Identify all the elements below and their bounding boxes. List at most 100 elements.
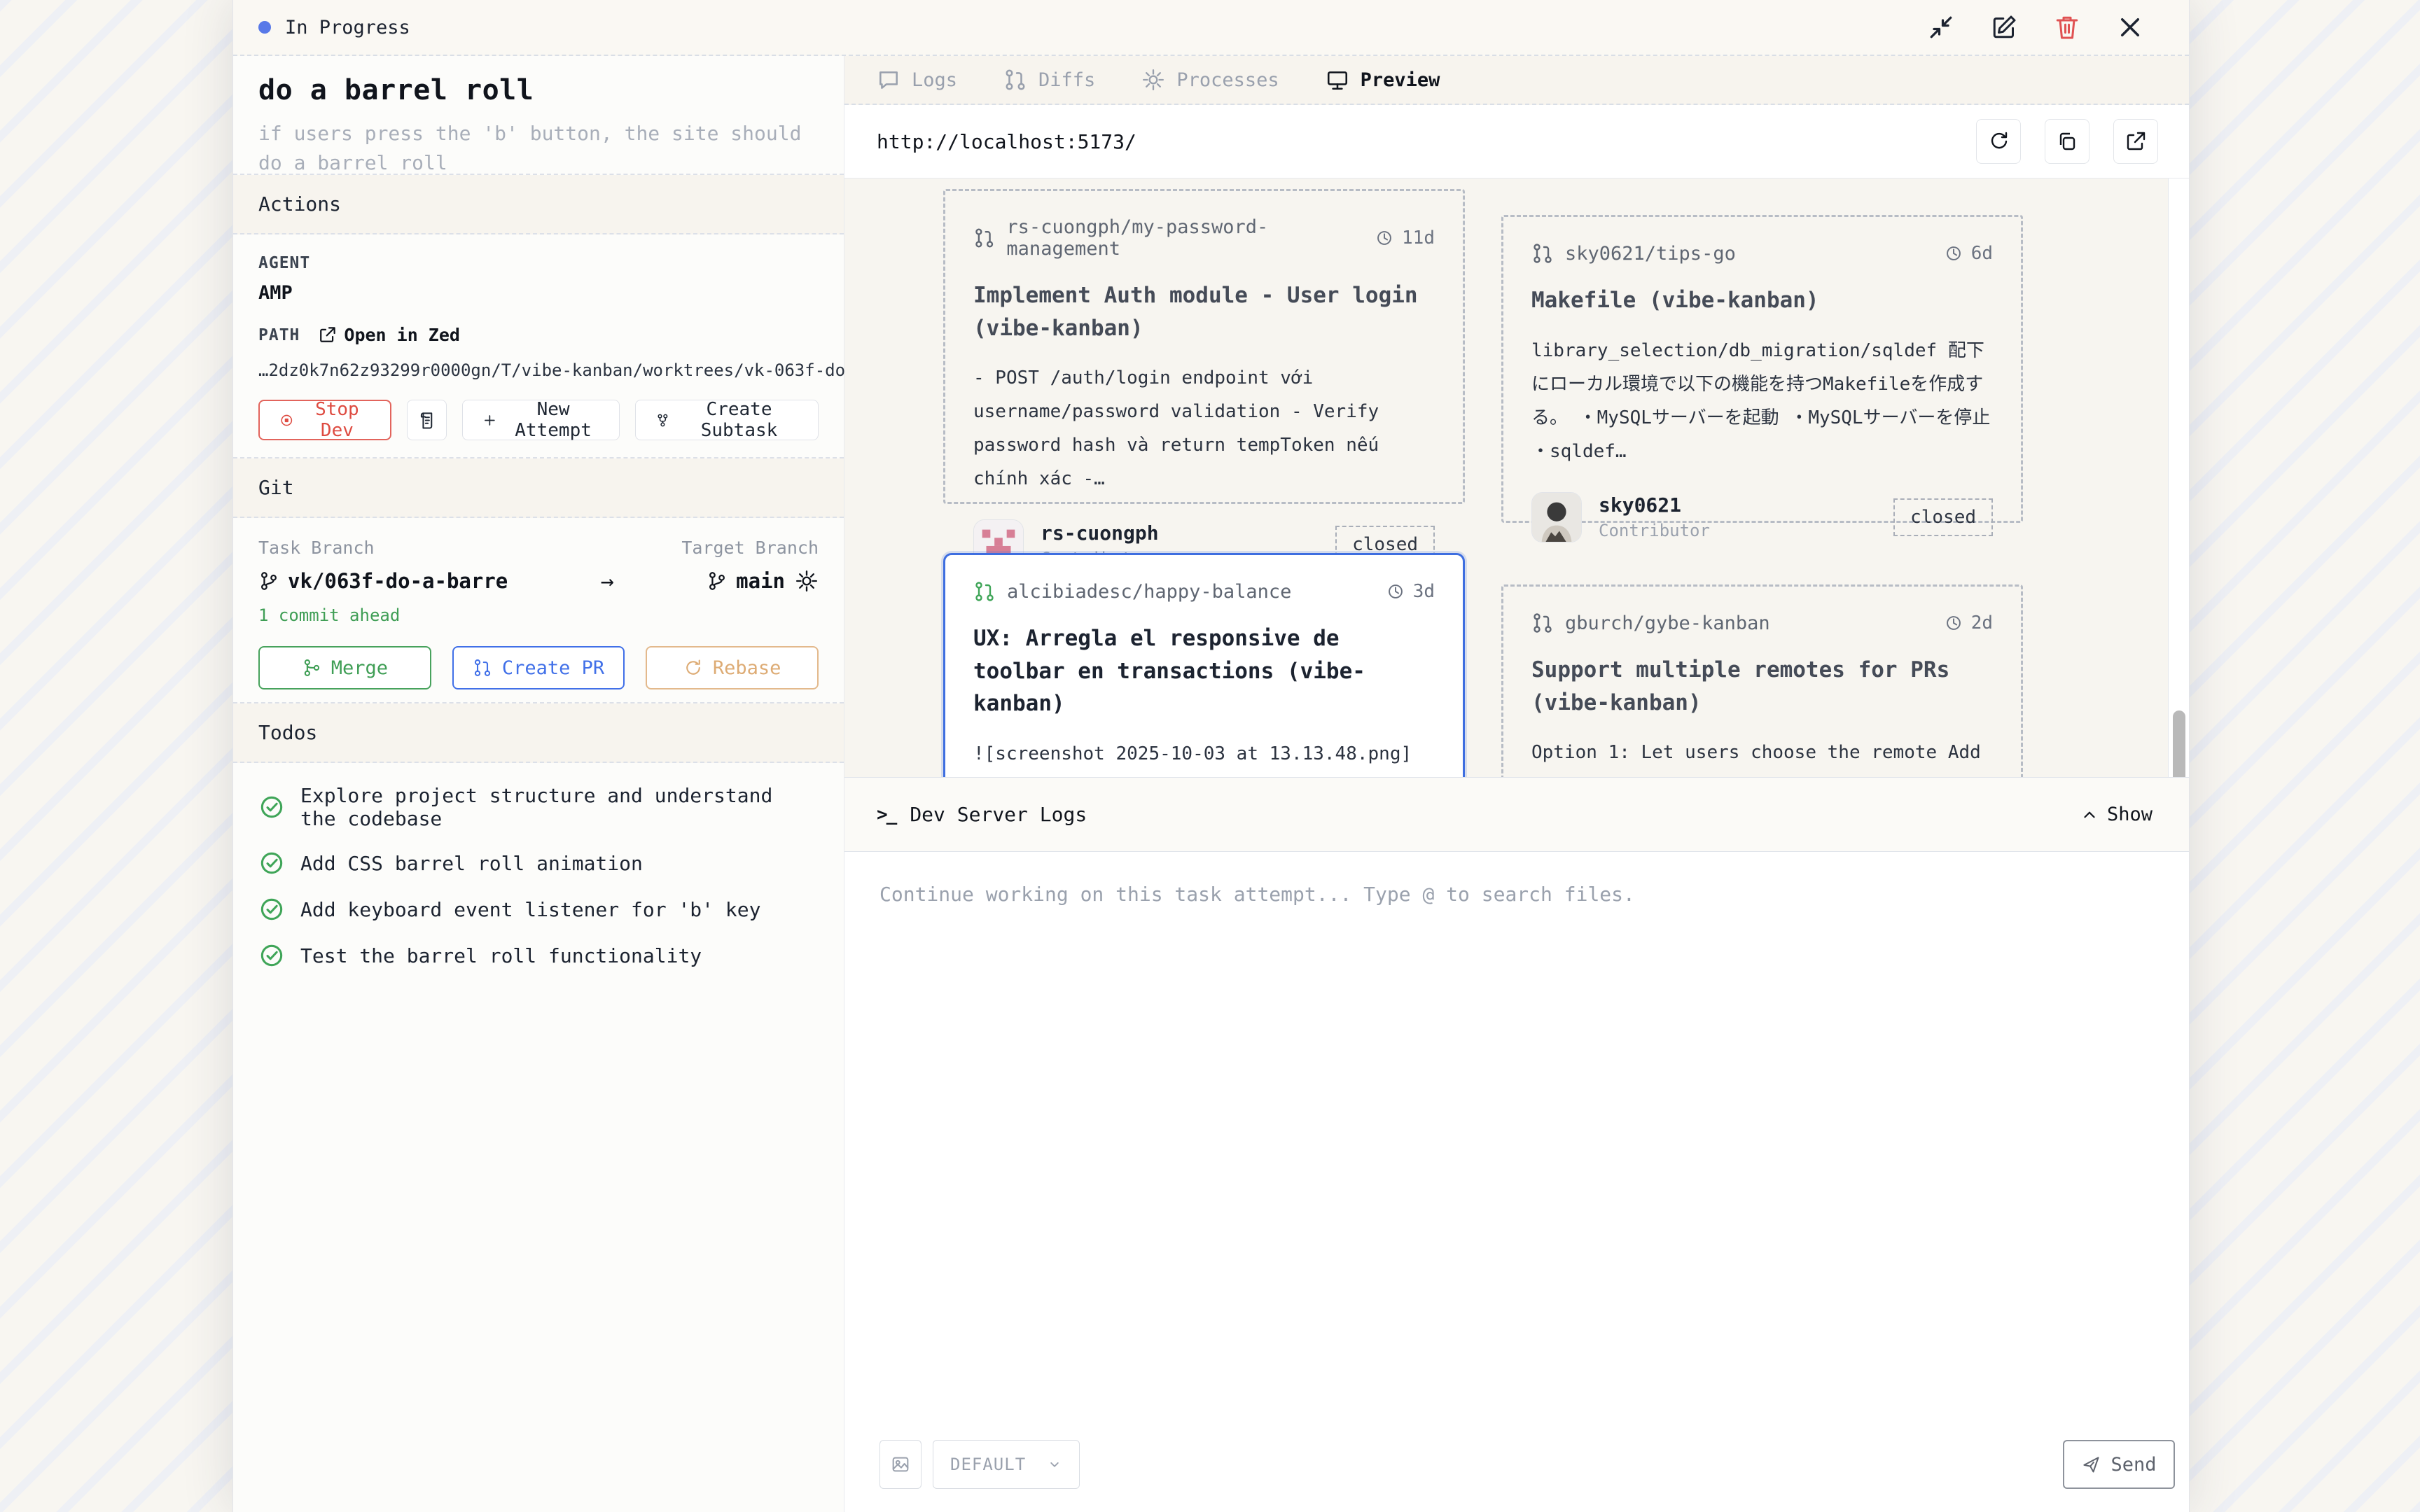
- url-input[interactable]: [877, 130, 1976, 153]
- subtask-fork-icon: [658, 414, 668, 426]
- terminal-icon: >_: [877, 804, 897, 825]
- task-title-block: do a barrel roll if users press the 'b' …: [233, 56, 844, 175]
- stop-dev-button[interactable]: Stop Dev: [258, 399, 392, 441]
- close-icon[interactable]: [2116, 13, 2144, 41]
- status-badge: In Progress: [258, 17, 410, 38]
- page-title: do a barrel roll: [258, 74, 534, 106]
- preview-frame: rs-cuongph/my-password-management 11d Im…: [844, 178, 2189, 777]
- pr-card-rs-cuongph[interactable]: rs-cuongph/my-password-management 11d Im…: [943, 189, 1465, 570]
- preview-url-bar: [844, 105, 2189, 178]
- git-pull-request-icon: [1006, 69, 1025, 90]
- worktree-path: …2dz0k7n62z93299r0000gn/T/vibe-kanban/wo…: [258, 360, 937, 380]
- author-name: rs-cuongph: [1041, 521, 1159, 545]
- show-logs-button[interactable]: Show: [2080, 804, 2153, 825]
- clock-icon: [1388, 584, 1403, 598]
- repo-name: gburch/gybe-kanban: [1531, 612, 1770, 634]
- tab-diffs[interactable]: Diffs: [1003, 68, 1095, 92]
- preview-scrollbar[interactable]: [2168, 178, 2189, 777]
- branch-settings-gear-icon[interactable]: [795, 569, 819, 593]
- edit-icon[interactable]: [1990, 13, 2018, 41]
- task-branch-name: vk/063f-do-a-barre: [258, 569, 508, 593]
- check-circle-icon: [260, 852, 283, 874]
- scrollbar-thumb[interactable]: [2173, 710, 2185, 777]
- status-label: In Progress: [285, 16, 410, 38]
- pr-card-gburch[interactable]: gburch/gybe-kanban 2d Support multiple r…: [1501, 584, 2023, 777]
- tab-preview[interactable]: Preview: [1326, 68, 1440, 92]
- agent-label: AGENT: [258, 254, 311, 272]
- todos-section-header: Todos: [233, 704, 844, 763]
- tab-logs[interactable]: Logs: [877, 68, 957, 92]
- target-branch-label: Target Branch: [681, 538, 819, 558]
- todo-item: Test the barrel roll functionality: [258, 942, 819, 969]
- git-merge-icon: [304, 659, 319, 676]
- repo-name: alcibiadesc/happy-balance: [973, 580, 1291, 603]
- card-title: Support multiple remotes for PRs (vibe-k…: [1531, 657, 1950, 715]
- create-pr-button[interactable]: Create PR: [452, 646, 625, 690]
- card-body: library_selection/db_migration/sqldef 配下…: [1531, 340, 1991, 462]
- card-title: UX: Arregla el responsive de toolbar en …: [973, 626, 1365, 716]
- monitor-icon: [1327, 71, 1347, 90]
- todo-item: Add CSS barrel roll animation: [258, 850, 819, 876]
- attach-image-icon[interactable]: [879, 1440, 922, 1489]
- task-sidebar: do a barrel roll if users press the 'b' …: [233, 56, 937, 1512]
- copy-icon[interactable]: [2045, 119, 2089, 164]
- git-branch-icon: [261, 572, 277, 590]
- chat-bubble-icon: [879, 71, 898, 89]
- todo-item: Explore project structure and understand…: [258, 784, 819, 830]
- age-badge: 2d: [1945, 612, 1993, 634]
- todo-item: Add keyboard event listener for 'b' key: [258, 896, 819, 923]
- card-title: Makefile (vibe-kanban): [1531, 288, 1819, 313]
- delete-icon[interactable]: [2053, 13, 2081, 41]
- repo-name: sky0621/tips-go: [1531, 242, 1736, 265]
- card-body: Option 1: Let users choose the remote Ad…: [1531, 742, 1991, 777]
- dialog-header: In Progress: [233, 0, 2189, 56]
- gear-icon: [1143, 69, 1164, 90]
- clock-icon: [1377, 231, 1391, 245]
- minimize-icon[interactable]: [1927, 13, 1955, 41]
- send-button[interactable]: Send: [2063, 1440, 2175, 1489]
- pr-card-sky0621[interactable]: sky0621/tips-go 6d Makefile (vibe-kanban…: [1501, 215, 2023, 542]
- git-pull-request-icon: [1534, 613, 1552, 633]
- tab-bar: Logs Diffs Processes Preview: [844, 56, 2189, 105]
- task-branch-label: Task Branch: [258, 538, 375, 558]
- create-subtask-button[interactable]: Create Subtask: [635, 399, 819, 441]
- commits-ahead: 1 commit ahead: [258, 606, 401, 625]
- git-section-header: Git: [233, 458, 844, 518]
- repo-name: rs-cuongph/my-password-management: [973, 216, 1375, 260]
- clock-icon: [1946, 616, 1961, 630]
- age-badge: 3d: [1386, 581, 1435, 602]
- status-dot-icon: [258, 21, 271, 34]
- author-role: Contributor: [1599, 521, 1710, 541]
- dev-server-logs-bar: >_ Dev Server Logs Show: [844, 777, 2189, 852]
- git-pull-request-icon: [474, 659, 490, 676]
- tab-processes[interactable]: Processes: [1141, 68, 1279, 92]
- refresh-icon[interactable]: [1976, 119, 2021, 164]
- send-icon: [2083, 1457, 2099, 1473]
- profile-select[interactable]: DEFAULT: [933, 1440, 1080, 1489]
- open-external-icon[interactable]: [2113, 119, 2158, 164]
- avatar: [1531, 491, 1582, 542]
- actions-section: AGENT AMP PATH Open in Zed …2dz0k7n62z93…: [233, 234, 937, 458]
- dev-server-logs-toggle[interactable]: >_ Dev Server Logs: [877, 803, 1087, 826]
- pr-card-alcibiadesc-selected[interactable]: alcibiadesc/happy-balance 3d UX: Arregla…: [943, 553, 1465, 777]
- merge-button[interactable]: Merge: [258, 646, 431, 690]
- window-controls: [1927, 13, 2144, 41]
- attempt-panel: Logs Diffs Processes Preview: [844, 56, 2189, 1512]
- card-body: ![screenshot 2025-10-03 at 13.13.48.png]…: [973, 743, 1412, 778]
- check-circle-icon: [260, 944, 283, 967]
- open-in-zed-button[interactable]: Open in Zed: [318, 325, 460, 345]
- message-composer: DEFAULT Send: [844, 852, 2189, 1512]
- rebase-button[interactable]: Rebase: [646, 646, 819, 690]
- dev-logs-script-button[interactable]: [407, 400, 447, 440]
- card-body: - POST /auth/login endpoint với username…: [973, 368, 1379, 490]
- arrow-icon: →: [600, 568, 614, 594]
- composer-input[interactable]: [879, 883, 2154, 988]
- external-link-icon: [320, 327, 336, 342]
- git-pull-request-icon: [1534, 244, 1552, 263]
- status-badge: closed: [1893, 498, 1993, 536]
- chevron-down-icon: [1050, 1462, 1059, 1467]
- plus-icon: [485, 414, 495, 426]
- git-pull-request-icon: [975, 582, 994, 601]
- new-attempt-button[interactable]: New Attempt: [462, 399, 620, 441]
- clock-icon: [1946, 246, 1961, 260]
